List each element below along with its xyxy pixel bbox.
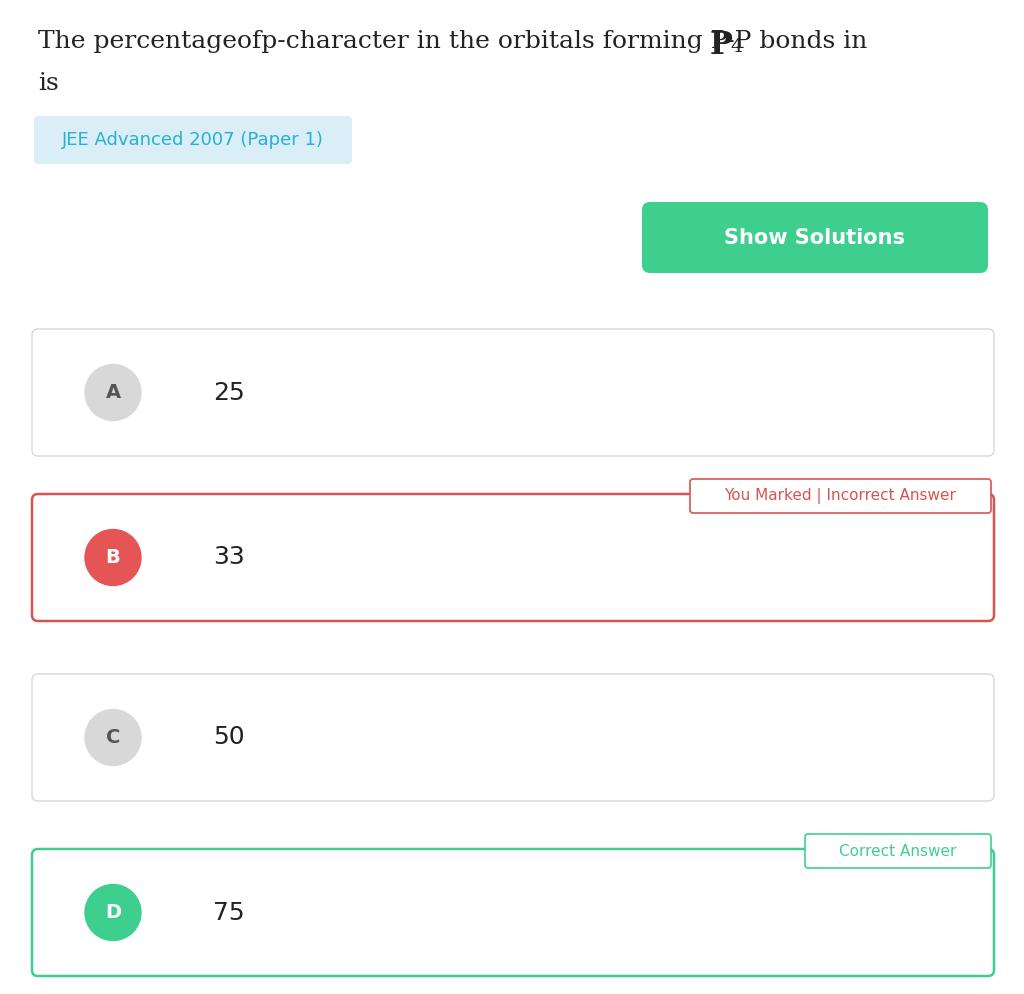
Text: 25: 25 <box>213 381 245 405</box>
Text: 33: 33 <box>213 546 245 570</box>
FancyBboxPatch shape <box>690 479 991 513</box>
Text: The percentageofp-character in the orbitals forming P-P bonds in: The percentageofp-character in the orbit… <box>38 30 876 53</box>
FancyBboxPatch shape <box>32 494 994 621</box>
Text: JEE Advanced 2007 (Paper 1): JEE Advanced 2007 (Paper 1) <box>62 131 324 149</box>
Text: 4: 4 <box>730 38 742 56</box>
Text: 75: 75 <box>213 901 245 924</box>
FancyBboxPatch shape <box>32 849 994 976</box>
Text: Correct Answer: Correct Answer <box>840 844 956 859</box>
Text: P: P <box>710 30 733 61</box>
Circle shape <box>85 885 141 940</box>
FancyBboxPatch shape <box>34 116 352 164</box>
Text: D: D <box>104 903 121 922</box>
Circle shape <box>85 710 141 765</box>
FancyBboxPatch shape <box>32 674 994 801</box>
Text: Show Solutions: Show Solutions <box>725 228 905 248</box>
FancyBboxPatch shape <box>642 202 988 273</box>
Text: B: B <box>105 548 121 567</box>
FancyBboxPatch shape <box>32 329 994 456</box>
Text: is: is <box>38 72 58 95</box>
Text: 50: 50 <box>213 726 245 749</box>
FancyBboxPatch shape <box>805 834 991 868</box>
Text: You Marked | Incorrect Answer: You Marked | Incorrect Answer <box>725 488 956 504</box>
Text: C: C <box>105 728 120 747</box>
Circle shape <box>85 530 141 585</box>
Circle shape <box>85 365 141 420</box>
Text: A: A <box>105 383 121 402</box>
